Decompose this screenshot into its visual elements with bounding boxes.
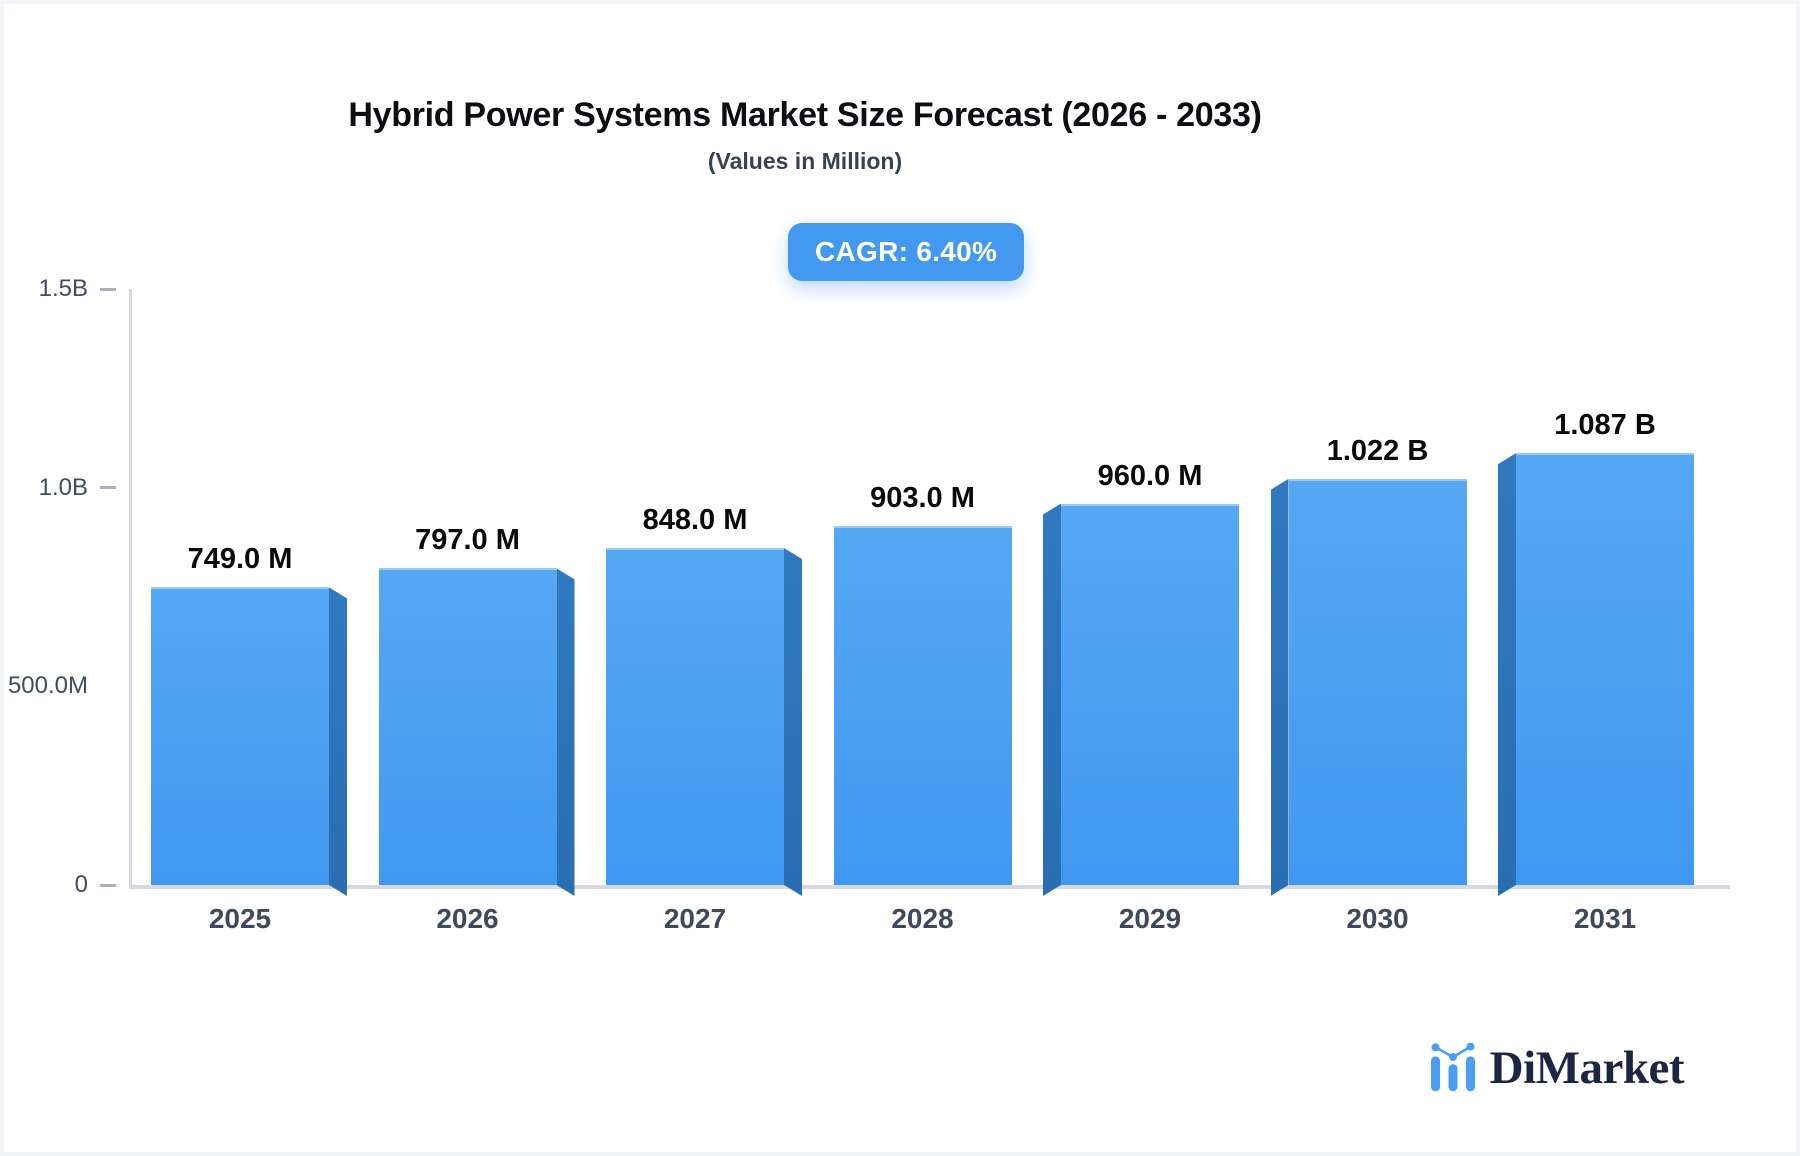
bar-side-face (784, 548, 802, 896)
bar-front-face (606, 548, 784, 885)
x-axis-label: 2031 (1573, 903, 1637, 934)
bar-front-face (151, 587, 329, 885)
x-axis-label: 2025 (208, 903, 272, 934)
bar-value-label: 848.0 M (642, 504, 748, 537)
chart-title: Hybrid Power Systems Market Size Forecas… (348, 96, 1262, 134)
y-tick-dash (100, 486, 116, 490)
y-tick-label: 0 (74, 871, 88, 898)
bar-front-face (1516, 453, 1694, 885)
x-axis-line (129, 885, 1730, 889)
y-tick-dash (100, 883, 116, 887)
mini-bar-line-chart-icon (1430, 1043, 1475, 1092)
bar-value-label: 1.022 B (1326, 434, 1429, 467)
x-axis-label: 2028 (891, 903, 954, 934)
chart-subtitle: (Values in Million) (707, 148, 903, 174)
bar-value-label: 749.0 M (187, 543, 293, 576)
bar-value-label: 797.0 M (415, 524, 520, 557)
y-tick-label: 1.0B (38, 473, 88, 501)
logo-wordmark: DiMarket (1489, 1042, 1685, 1094)
bar-front-face (1061, 503, 1239, 885)
y-tick-label: 1.5B (38, 275, 88, 302)
bar-side-face (1043, 504, 1061, 896)
y-tick-label: 500.0M (7, 672, 88, 700)
bar-value-label: 903.0 M (870, 482, 975, 515)
x-axis-label: 2027 (663, 903, 727, 934)
x-axis-label: 2030 (1346, 903, 1409, 934)
bar-front-face (378, 568, 557, 885)
bar-value-label: 1.087 B (1554, 409, 1656, 442)
cagr-badge: CAGR: 6.40% (788, 223, 1025, 281)
bar-front-face (1288, 478, 1467, 885)
x-axis-label: 2026 (436, 903, 499, 934)
bar-value-label: 960.0 M (1097, 459, 1203, 492)
y-axis-line (129, 289, 132, 889)
x-axis-label: 2029 (1118, 903, 1182, 934)
bar-side-face (329, 587, 347, 896)
bar-front-face (833, 526, 1012, 885)
y-tick-dash (100, 287, 116, 291)
bar-side-face (557, 568, 575, 896)
bar-side-face (1271, 479, 1289, 896)
bar-side-face (1498, 453, 1516, 896)
dimarket-logo: DiMarket (1430, 1040, 1685, 1096)
